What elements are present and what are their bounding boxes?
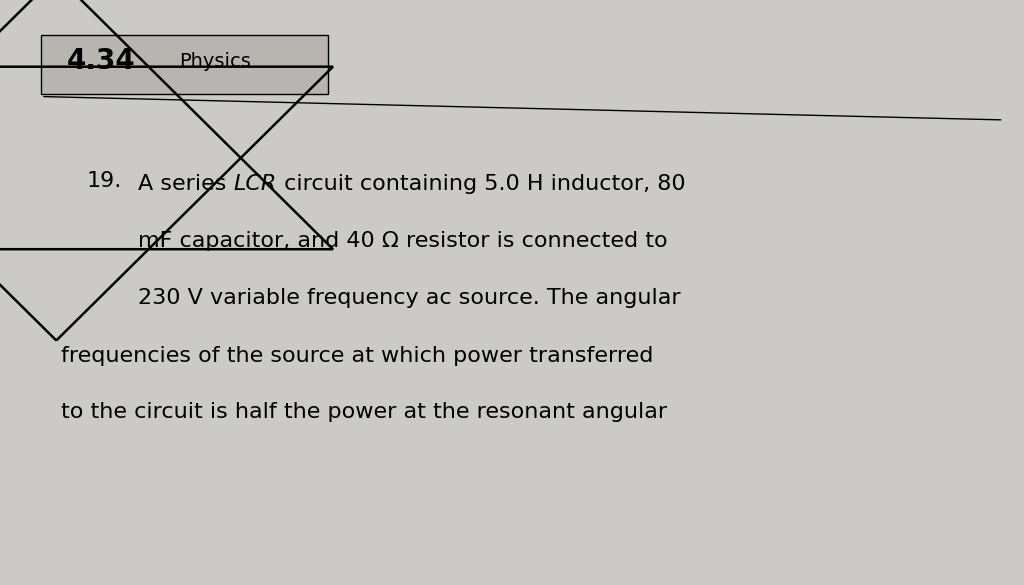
Text: 19.: 19.	[87, 171, 122, 191]
Text: to the circuit is half the power at the resonant angular: to the circuit is half the power at the …	[61, 402, 668, 422]
Text: frequencies of the source at which power transferred: frequencies of the source at which power…	[61, 346, 653, 366]
Text: A series: A series	[138, 174, 233, 194]
Text: mF capacitor, and 40 Ω resistor is connected to: mF capacitor, and 40 Ω resistor is conne…	[138, 231, 668, 251]
Text: 4.34: 4.34	[67, 47, 135, 75]
Text: circuit containing 5.0 H inductor, 80: circuit containing 5.0 H inductor, 80	[278, 174, 686, 194]
FancyBboxPatch shape	[41, 35, 328, 94]
Text: 230 V variable frequency ac source. The angular: 230 V variable frequency ac source. The …	[138, 288, 681, 308]
Text: LCR: LCR	[233, 174, 278, 194]
Text: Physics: Physics	[179, 52, 251, 71]
